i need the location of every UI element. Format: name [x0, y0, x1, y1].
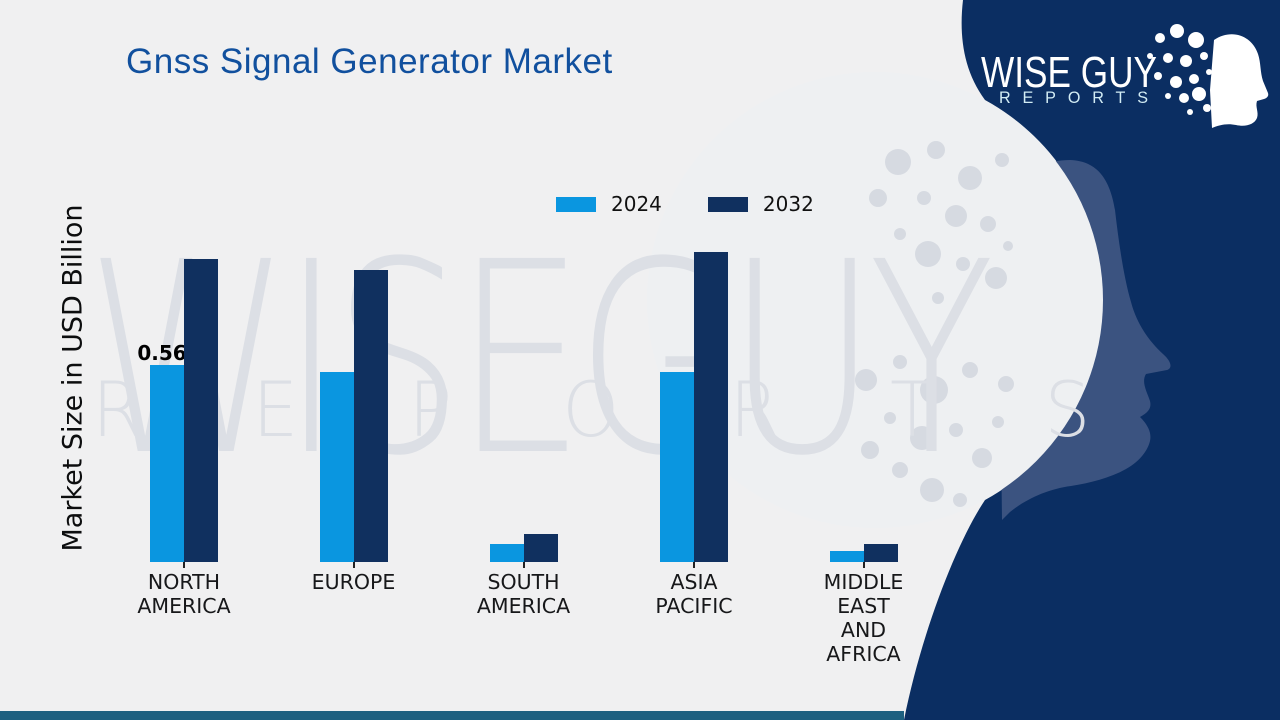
bar-2024-north-america	[150, 365, 184, 562]
category-label-europe: EUROPE	[311, 570, 396, 594]
bar-2024-europe	[319, 372, 354, 562]
axis-tick-europe	[352, 562, 355, 568]
bar-2032-asia-pacific	[694, 252, 728, 562]
axis-tick-south-america	[522, 562, 525, 568]
bar-2032-south-america	[523, 534, 558, 562]
brand-subtitle: REPORTS	[999, 88, 1160, 107]
bar-2032-north-america	[184, 259, 218, 562]
legend: 2024 2032	[556, 192, 860, 216]
bar-2024-middle-east-and-africa	[829, 551, 864, 562]
brand-name: WISE GUY	[981, 48, 1158, 97]
bar-2032-europe	[353, 270, 388, 562]
category-label-north-america: NORTH AMERICA	[137, 570, 231, 618]
logo-face-icon	[1210, 34, 1269, 128]
category-label-south-america: SOUTH AMERICA	[476, 570, 571, 618]
legend-item-2024: 2024	[556, 192, 662, 216]
bar-2024-asia-pacific	[660, 372, 694, 562]
legend-swatch-2032	[707, 196, 748, 212]
right-panel	[904, 0, 1280, 720]
legend-item-2032: 2032	[707, 192, 814, 216]
value-label-2024-north-america: 0.56	[137, 341, 187, 365]
category-label-asia-pacific: ASIA PACIFIC	[655, 570, 733, 618]
axis-tick-north-america	[183, 562, 185, 568]
legend-label-2032: 2032	[762, 192, 814, 216]
bottom-bar	[0, 711, 904, 720]
logo-dots	[1147, 24, 1219, 115]
legend-swatch-2024	[556, 196, 596, 212]
legend-label-2024: 2024	[611, 192, 662, 216]
axis-tick-middle-east-and-africa	[862, 562, 865, 568]
watermark-reports: R E P O R T S	[92, 365, 1135, 454]
category-label-middle-east-and-africa: MIDDLE EAST AND AFRICA	[823, 570, 904, 666]
watermark-wiseguy: WISEGUY	[86, 206, 995, 514]
bar-2032-middle-east-and-africa	[863, 544, 898, 562]
axis-tick-asia-pacific	[693, 562, 695, 568]
background-circle	[647, 72, 1103, 528]
page-title: Gnss Signal Generator Market	[126, 42, 613, 81]
decor-dots	[855, 141, 1014, 507]
bar-2024-south-america	[489, 544, 524, 562]
